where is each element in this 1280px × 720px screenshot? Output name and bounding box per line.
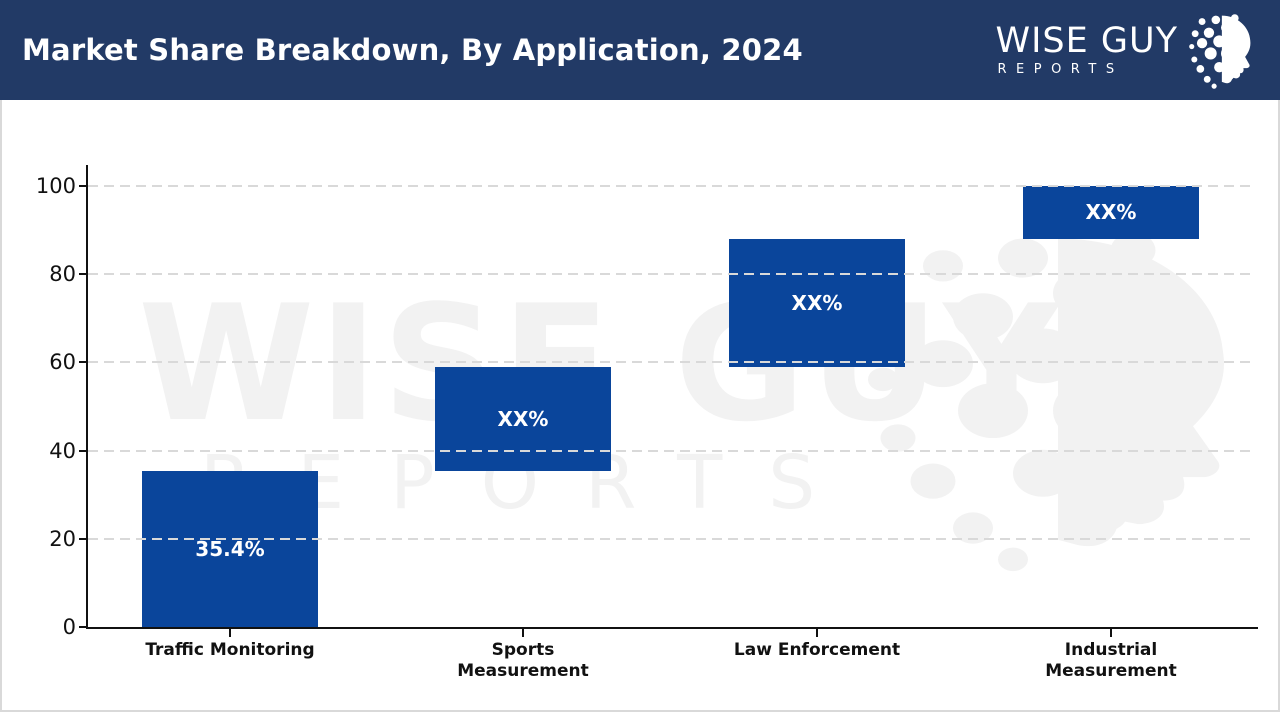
bar-traffic-monitoring: 35.4% (142, 470, 318, 627)
y-tick-mark-100 (79, 185, 88, 187)
bar-industrial-measurement: XX% (1023, 186, 1199, 239)
bar-sports-measurement: XX% (435, 366, 611, 471)
y-tick-mark-80 (79, 273, 88, 276)
header-bar: Market Share Breakdown, By Application, … (0, 0, 1280, 100)
category-label-traffic-monitoring: Traffic Monitoring (145, 640, 315, 660)
x-tick-mark-industrial-measurement (1110, 629, 1112, 637)
logo-head-icon (1189, 14, 1251, 89)
x-axis-spine (86, 627, 1258, 629)
logo-wordmark-line2: REPORTS (997, 62, 1124, 77)
y-tick-label-60: 60 (49, 350, 76, 375)
y-tick-label-20: 20 (49, 526, 76, 551)
gridline-20 (88, 537, 1256, 540)
y-tick-mark-20 (79, 537, 88, 540)
value-label-law-enforcement: XX% (791, 290, 843, 315)
gridline-60 (88, 361, 1256, 364)
x-tick-mark-law-enforcement (816, 629, 818, 637)
category-label-law-enforcement: Law Enforcement (733, 640, 901, 660)
watermark-head-icon (868, 232, 1224, 572)
y-tick-label-40: 40 (49, 438, 76, 463)
category-label-industrial-measurement: Industrial Measurement (1045, 640, 1177, 681)
gridline-40 (88, 449, 1256, 452)
y-axis-spine (86, 165, 88, 629)
logo-wordmark: WISE GUY REPORTS (995, 21, 1178, 77)
value-label-sports-measurement: XX% (497, 406, 549, 431)
y-tick-label-100: 100 (35, 174, 76, 198)
x-tick-mark-traffic-monitoring (229, 629, 231, 637)
gridline-100 (88, 185, 1256, 187)
category-label-sports-measurement: Sports Measurement (457, 640, 589, 681)
x-tick-mark-sports-measurement (522, 629, 524, 637)
y-tick-mark-60 (79, 361, 88, 364)
y-tick-mark-0 (79, 626, 88, 628)
brand-logo: WISE GUY REPORTS (995, 9, 1258, 91)
logo-wordmark-line1: WISE GUY (995, 21, 1178, 61)
value-label-industrial-measurement: XX% (1085, 200, 1137, 225)
y-tick-label-80: 80 (49, 262, 76, 287)
bar-law-enforcement: XX% (729, 238, 905, 367)
page-title: Market Share Breakdown, By Application, … (22, 33, 803, 67)
y-tick-mark-40 (79, 449, 88, 452)
y-tick-label-0: 0 (62, 615, 76, 639)
value-label-traffic-monitoring: 35.4% (195, 536, 265, 561)
gridline-80 (88, 273, 1256, 276)
